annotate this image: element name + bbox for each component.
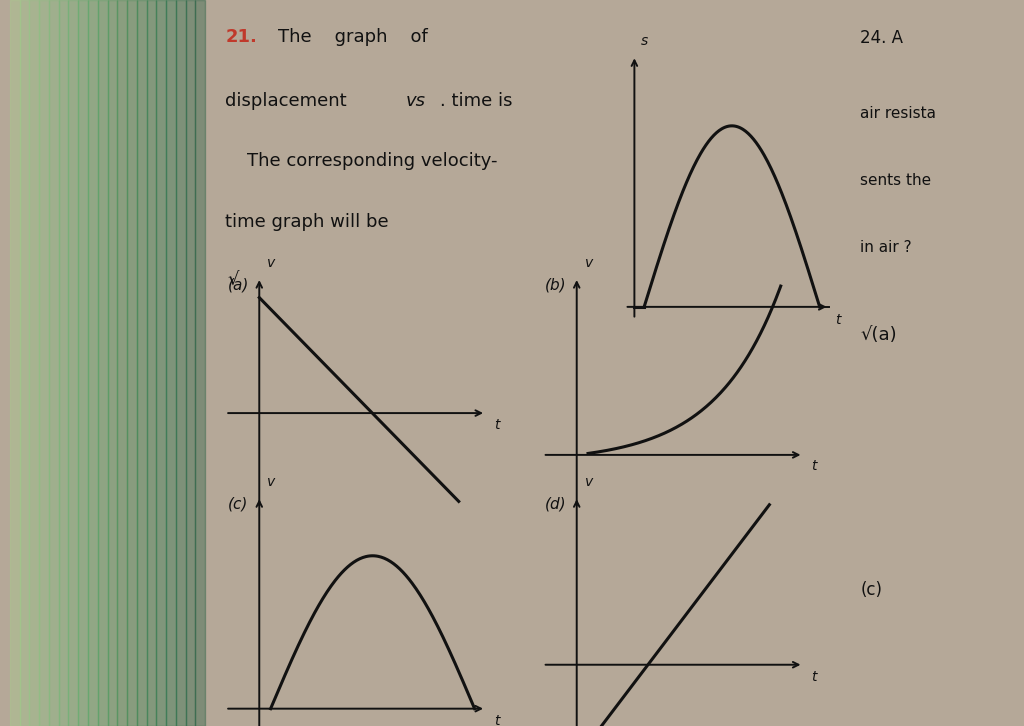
Text: in air ?: in air ? [860,240,911,255]
Bar [88,0,97,726]
Bar [157,0,166,726]
Bar [78,0,88,726]
Bar [166,0,176,726]
Bar [108,0,118,726]
Text: (c): (c) [227,497,248,511]
Bar [185,0,196,726]
Text: t: t [836,313,841,327]
Text: 24. A: 24. A [860,29,903,47]
Text: (a): (a) [227,277,249,292]
Text: (c): (c) [860,581,882,599]
Bar [19,0,30,726]
Text: The    graph    of: The graph of [255,28,428,46]
Text: displacement: displacement [225,91,352,110]
Bar [118,0,127,726]
Bar [39,0,49,726]
Text: t: t [811,460,817,473]
Text: t: t [494,417,500,432]
Text: (d): (d) [545,497,566,511]
Text: vs: vs [406,91,426,110]
Bar [127,0,137,726]
Text: s: s [641,33,648,47]
Text: √(a): √(a) [860,326,897,344]
Bar [176,0,185,726]
Text: v: v [267,256,275,270]
Bar [97,0,108,726]
Text: The corresponding velocity-: The corresponding velocity- [247,152,498,171]
Bar [69,0,78,726]
Text: . time is: . time is [440,91,513,110]
Text: t: t [811,670,817,684]
Bar [10,0,19,726]
Text: √: √ [227,270,239,288]
Bar [30,0,39,726]
Text: sents the: sents the [860,173,931,188]
Text: t: t [494,714,500,726]
Bar [146,0,157,726]
Text: v: v [585,256,593,270]
Text: time graph will be: time graph will be [225,213,389,231]
Bar [58,0,69,726]
Text: (b): (b) [545,277,566,292]
Text: v: v [267,475,275,489]
Bar [137,0,146,726]
Text: v: v [585,475,593,489]
Text: 21.: 21. [225,28,257,46]
Bar [196,0,205,726]
Bar [49,0,58,726]
Text: air resista: air resista [860,106,936,121]
